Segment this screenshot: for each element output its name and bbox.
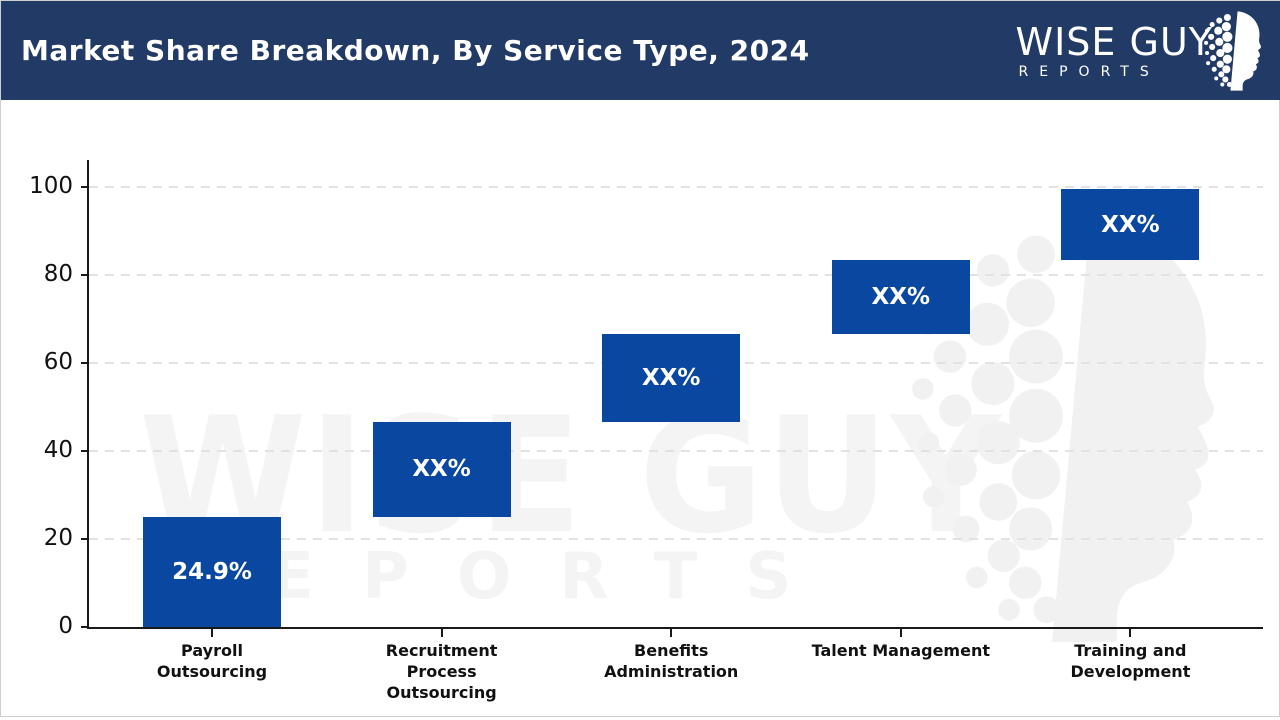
x-category-label: Payroll Outsourcing [156,641,268,681]
chart-plot-area: WISE GUY REPORTS 0 20 40 60 80 100 24.9% Payrol… [1,100,1280,718]
y-tick-label: 20 [43,525,73,551]
page-title: Market Share Breakdown, By Service Type,… [21,34,810,67]
y-gridline [89,450,1263,452]
x-tick-mark [1129,629,1132,637]
y-gridline [89,538,1263,540]
bar-value-label: XX% [412,456,471,483]
x-category-label: Talent Management [811,641,990,660]
bar-segment: XX% [602,333,741,422]
x-tick-mark [899,629,902,637]
y-tick-mark [81,450,89,452]
x-axis-line [87,627,1263,629]
x-tick-mark [211,629,213,637]
y-gridline [89,274,1263,276]
bar-value-label: XX% [1101,211,1160,238]
brand-logo-text: WISE GUY REPORTS [1016,23,1213,80]
y-tick-label: 40 [43,437,73,463]
x-category-label: Training and Development [1070,641,1191,681]
bar-segment: XX% [831,260,970,334]
y-tick-mark [81,362,89,364]
watermark-text-wiseguy: WISE GUY [139,382,1003,569]
brand-subname: REPORTS [1018,63,1160,80]
bar-segment: 24.9% [143,517,281,627]
brand-head-icon [1204,11,1261,91]
bar-segment: XX% [372,421,511,517]
x-tick-mark [440,629,443,637]
y-tick-mark [81,626,89,628]
y-gridline [89,186,1263,188]
y-tick-label: 80 [43,261,73,287]
y-tick-mark [81,186,89,188]
y-tick-mark [81,538,89,540]
y-tick-mark [81,274,89,276]
y-tick-label: 100 [29,173,73,199]
y-axis-line [87,160,89,629]
bar-value-label: XX% [871,283,931,310]
y-tick-label: 60 [43,349,73,375]
x-tick-mark [670,629,673,637]
y-tick-label: 0 [58,613,73,639]
bar-value-label: XX% [641,364,701,391]
brand-logo: WISE GUY REPORTS [1016,7,1267,95]
bar-segment: XX% [1061,189,1200,261]
x-category-label: Recruitment Process Outsourcing [385,641,498,702]
x-category-label: Benefits Administration [604,641,739,681]
bar-value-label: 24.9% [172,559,252,586]
brand-name: WISE GUY [1015,19,1213,64]
header-bar: Market Share Breakdown, By Service Type,… [1,1,1280,100]
